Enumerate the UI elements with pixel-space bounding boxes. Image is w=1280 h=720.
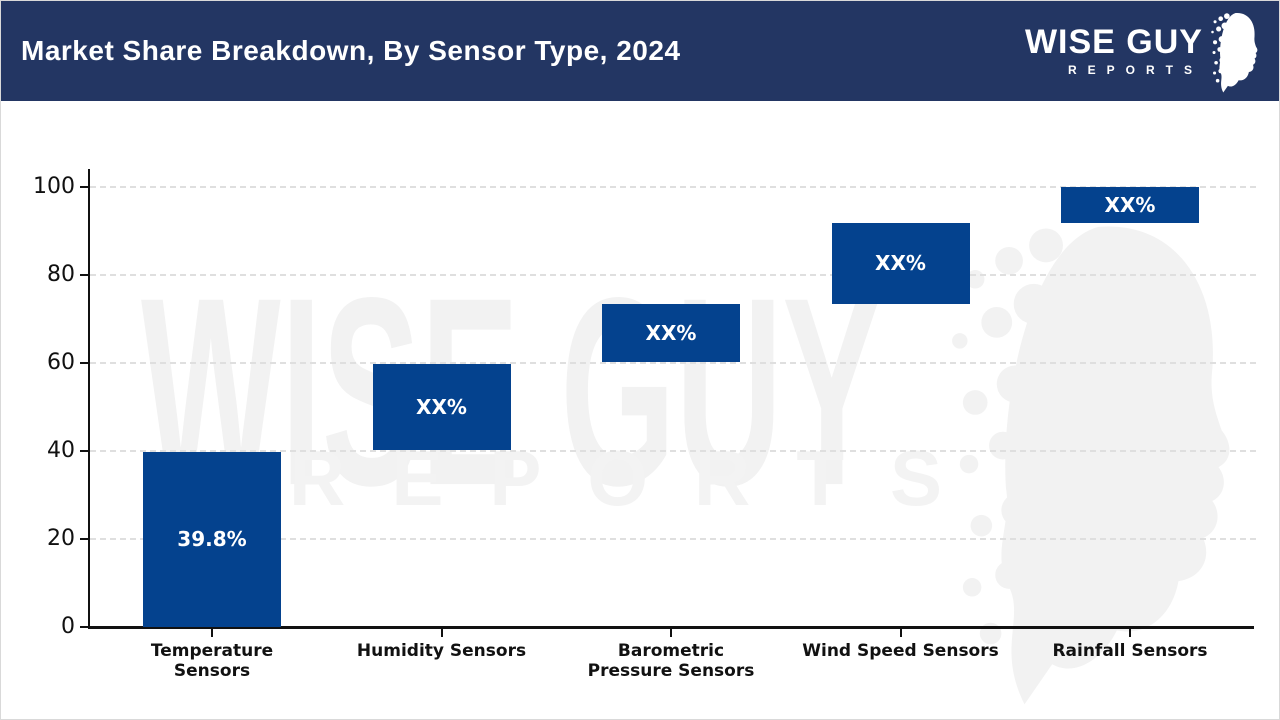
bar-value-label-wind-speed-sensors: XX% bbox=[875, 251, 926, 276]
gridline-40 bbox=[90, 450, 1256, 452]
bar-value-label-humidity-sensors: XX% bbox=[416, 394, 467, 419]
logo-wiseguy-label: WISE GUY bbox=[1024, 23, 1203, 61]
bar-value-label-rainfall-sensors: XX% bbox=[1104, 192, 1156, 217]
bar-wind-speed-sensors: XX% bbox=[831, 223, 970, 304]
gridline-100 bbox=[90, 186, 1256, 188]
bar-value-label-barometric-pressure-sensors: XX% bbox=[645, 321, 697, 346]
x-tick-label-humidity-sensors: Humidity Sensors bbox=[356, 641, 527, 661]
x-axis-line bbox=[88, 626, 1254, 629]
y-tick-mark-0 bbox=[80, 626, 88, 628]
y-axis-line bbox=[88, 169, 90, 628]
gridline-20 bbox=[90, 538, 1256, 540]
x-tick-mark-wind-speed-sensors bbox=[899, 629, 902, 637]
watermark-face-logo bbox=[929, 211, 1237, 711]
bar-rainfall-sensors: XX% bbox=[1061, 187, 1199, 223]
y-tick-mark-60 bbox=[80, 362, 88, 364]
y-tick-mark-40 bbox=[80, 450, 88, 452]
logo-reports-label: REPORTS bbox=[1067, 63, 1203, 77]
x-tick-label-barometric-pressure-sensors: Barometric Pressure Sensors bbox=[587, 641, 755, 681]
x-tick-label-rainfall-sensors: Rainfall Sensors bbox=[1052, 641, 1208, 661]
x-tick-mark-humidity-sensors bbox=[440, 629, 443, 637]
y-tick-mark-20 bbox=[80, 538, 88, 540]
y-tick-mark-80 bbox=[80, 274, 88, 276]
gridline-60 bbox=[90, 362, 1256, 364]
watermark-reports-text: REPORTS bbox=[289, 434, 989, 522]
x-tick-mark-barometric-pressure-sensors bbox=[670, 629, 672, 637]
logo-text: WISE GUY REPORTS bbox=[1025, 25, 1203, 77]
bar-humidity-sensors: XX% bbox=[372, 363, 511, 451]
bar-value-label-temperature-sensors: 39.8% bbox=[177, 527, 247, 552]
bar-temperature-sensors: 39.8% bbox=[143, 451, 281, 627]
y-tick-label-40: 40 bbox=[47, 438, 75, 463]
y-tick-label-80: 80 bbox=[47, 262, 75, 287]
logo-face-icon bbox=[1197, 11, 1269, 93]
x-tick-mark-temperature-sensors bbox=[211, 629, 213, 637]
y-tick-label-60: 60 bbox=[47, 350, 75, 375]
gridline-80 bbox=[90, 274, 1256, 276]
x-tick-mark-rainfall-sensors bbox=[1129, 629, 1131, 637]
chart-title: Market Share Breakdown, By Sensor Type, … bbox=[21, 35, 681, 66]
header-bar: Market Share Breakdown, By Sensor Type, … bbox=[1, 1, 1279, 101]
x-tick-label-temperature-sensors: Temperature Sensors bbox=[150, 641, 274, 681]
y-tick-label-0: 0 bbox=[61, 614, 75, 639]
x-tick-label-wind-speed-sensors: Wind Speed Sensors bbox=[802, 641, 999, 661]
y-tick-label-100: 100 bbox=[33, 174, 75, 199]
bar-barometric-pressure-sensors: XX% bbox=[602, 304, 740, 363]
y-tick-label-20: 20 bbox=[47, 526, 75, 551]
y-tick-mark-100 bbox=[80, 186, 88, 188]
wise-guy-reports-logo: WISE GUY REPORTS bbox=[1015, 9, 1265, 93]
